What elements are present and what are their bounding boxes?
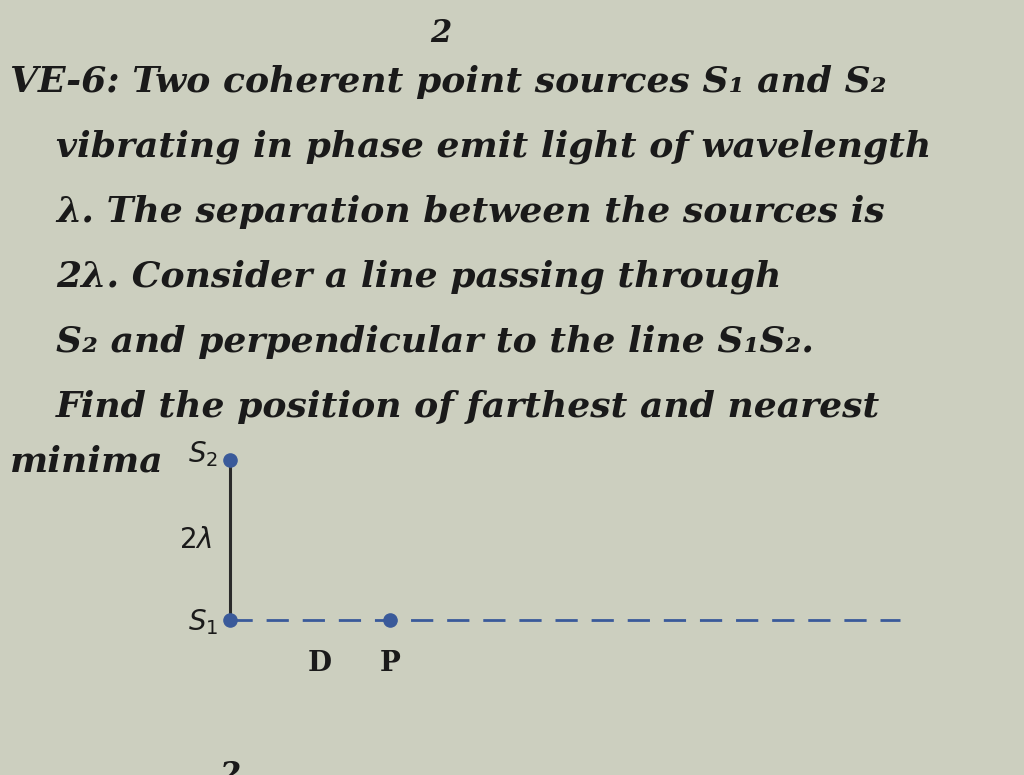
Text: 2λ. Consider a line passing through: 2λ. Consider a line passing through: [56, 260, 781, 294]
Text: Find the position of farthest and nearest: Find the position of farthest and neares…: [56, 390, 881, 424]
Text: 2: 2: [219, 760, 241, 775]
Point: [382, 614, 398, 626]
Text: minima: minima: [10, 445, 164, 479]
Text: S₂ and perpendicular to the line S₁S₂.: S₂ and perpendicular to the line S₁S₂.: [56, 325, 814, 359]
Text: $S_2$: $S_2$: [188, 439, 218, 469]
Text: $2\lambda$: $2\lambda$: [179, 526, 212, 553]
Text: λ. The separation between the sources is: λ. The separation between the sources is: [56, 195, 885, 229]
Text: $S_1$: $S_1$: [187, 607, 218, 637]
Text: 2: 2: [430, 18, 451, 49]
Text: VE-6: Two coherent point sources S₁ and S₂: VE-6: Two coherent point sources S₁ and …: [10, 65, 887, 99]
Text: vibrating in phase emit light of wavelength: vibrating in phase emit light of wavelen…: [56, 130, 932, 164]
Text: P: P: [380, 650, 400, 677]
Point: [222, 614, 239, 626]
Text: D: D: [308, 650, 332, 677]
Point: [222, 454, 239, 467]
